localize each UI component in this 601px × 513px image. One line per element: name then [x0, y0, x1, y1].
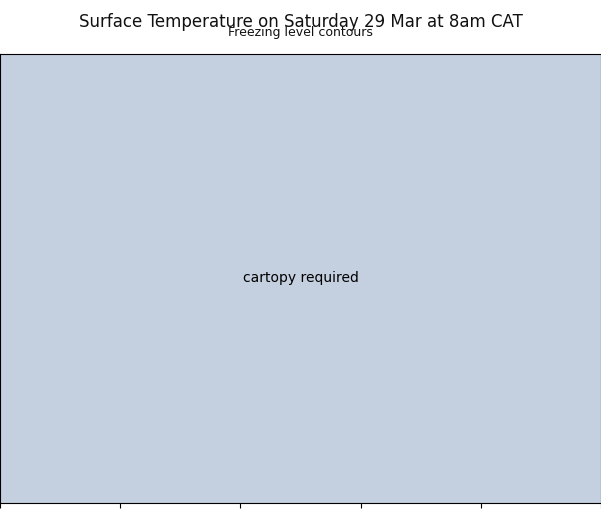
Text: Freezing level contours: Freezing level contours — [228, 26, 373, 38]
Text: cartopy required: cartopy required — [243, 271, 358, 285]
Text: Surface Temperature on Saturday 29 Mar at 8am CAT: Surface Temperature on Saturday 29 Mar a… — [79, 13, 522, 31]
